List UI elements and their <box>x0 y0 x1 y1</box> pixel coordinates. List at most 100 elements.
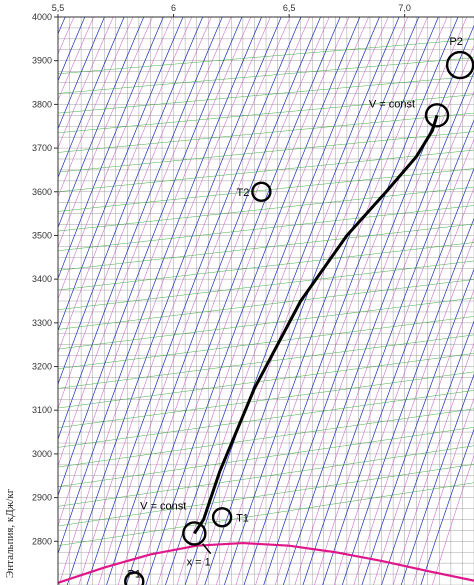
isochore-line <box>412 397 474 585</box>
marker-label: T2 <box>237 187 250 199</box>
isobar-line <box>243 17 459 585</box>
marker-label: V = const <box>140 500 186 512</box>
isotherm-line <box>58 482 474 546</box>
marker-circle <box>124 571 145 585</box>
y-tick-label: 3800 <box>32 99 52 109</box>
isobar-line <box>361 268 474 585</box>
y-tick-label: 3300 <box>32 318 52 328</box>
isobar-line <box>400 373 474 585</box>
isobar-line <box>184 17 400 585</box>
isotherm-line <box>58 279 474 330</box>
isochore-line <box>216 17 428 585</box>
marker-circle <box>211 507 233 528</box>
isochore-line <box>235 17 448 585</box>
isobar-line <box>125 17 341 585</box>
isochore-line <box>333 187 474 585</box>
isobar-line <box>58 17 223 441</box>
isobar-line <box>165 17 380 585</box>
x-equals-1-pointer <box>202 543 212 555</box>
isochore-line <box>176 17 389 585</box>
y-tick-label: 3000 <box>32 449 52 459</box>
isotherm-line <box>58 408 474 468</box>
isotherm-line <box>58 75 474 114</box>
isochore-line <box>432 454 474 585</box>
y-tick-label: 3700 <box>32 143 52 153</box>
isochore-line <box>157 17 369 585</box>
isobar-line <box>341 217 474 585</box>
isobar-line <box>58 17 105 130</box>
marker-label: x = 1 <box>187 557 211 569</box>
isochore-line <box>58 17 212 410</box>
x-tick-label: 5,5 <box>52 3 65 13</box>
process-line <box>193 114 439 535</box>
isochore-line <box>58 17 173 300</box>
y-tick-label: 3500 <box>32 230 52 240</box>
saturation-curve <box>58 541 474 584</box>
process-line-group <box>193 114 439 535</box>
isotherm-line <box>58 464 474 527</box>
x-tick-label: 6 <box>171 3 176 13</box>
isochore-line <box>58 17 271 585</box>
isobar-line <box>58 17 125 179</box>
isobar-line <box>58 17 203 386</box>
isotherm-line <box>58 168 474 212</box>
isotherm-line <box>58 57 474 94</box>
isobar-line <box>420 428 474 585</box>
isotherm-line <box>58 390 474 448</box>
x-tick-label: 7,0 <box>398 3 411 13</box>
isotherm-line <box>58 223 474 271</box>
marker-circle <box>445 50 474 80</box>
isochore-line <box>58 17 193 354</box>
marker-circle <box>182 521 207 546</box>
y-tick-label: 3400 <box>32 274 52 284</box>
isobar-line <box>58 17 145 229</box>
y-tick-label: 2900 <box>32 493 52 503</box>
isotherm-line <box>58 38 474 75</box>
isobar-line <box>322 167 474 585</box>
isochore-line <box>98 17 310 585</box>
isochore-line <box>78 17 291 585</box>
isochore-line <box>275 45 474 585</box>
isotherm-line <box>58 94 474 134</box>
marker-label: V = const <box>369 98 415 110</box>
isotherm-line <box>58 186 474 232</box>
isochore-line <box>58 17 153 248</box>
isolines <box>58 17 474 585</box>
isobar-line <box>263 24 474 585</box>
isobar-line <box>58 17 184 332</box>
y-tick-label: 3600 <box>32 187 52 197</box>
markers: P2 V = const T2 V = const T1 x = 1 P1 <box>124 36 474 585</box>
axes: 4000 3900 3800 3700 3600 3500 3400 3300 3200 3100… <box>32 3 474 585</box>
isotherm-line <box>58 112 474 153</box>
isotherm-line <box>58 334 474 389</box>
marker-label: P1 <box>128 569 141 581</box>
marker-label: T1 <box>236 512 249 524</box>
isochore-line <box>314 138 474 585</box>
isotherm-line <box>58 205 474 251</box>
isobar-line <box>283 71 474 585</box>
isotherm-line <box>58 445 474 507</box>
isobar-line <box>106 17 321 585</box>
isotherm-line <box>58 427 474 487</box>
isotherm-line <box>58 297 474 350</box>
isotherm-line <box>58 149 474 192</box>
isochore-line <box>58 17 232 467</box>
isochore-line <box>58 17 251 527</box>
isotherm-line <box>58 131 474 173</box>
saturation-curve-group <box>58 541 474 584</box>
isotherm-line <box>58 242 474 291</box>
isobar-line <box>86 17 302 585</box>
isobar-line <box>58 17 243 497</box>
isotherm-line <box>58 371 474 428</box>
y-axis-label: Энтальпия, кДж/кг <box>4 488 16 578</box>
isobar-line <box>224 17 439 585</box>
marker-circle <box>251 181 272 202</box>
marker-label: P2 <box>449 36 462 48</box>
isobar-line <box>204 17 420 585</box>
y-tick-label: 3900 <box>32 56 52 66</box>
y-tick-label: 4000 <box>32 12 52 22</box>
isochore-line <box>373 289 474 585</box>
isobar-line <box>66 17 282 585</box>
x-tick-label: 6,5 <box>283 3 296 13</box>
y-tick-label: 2800 <box>32 536 52 546</box>
